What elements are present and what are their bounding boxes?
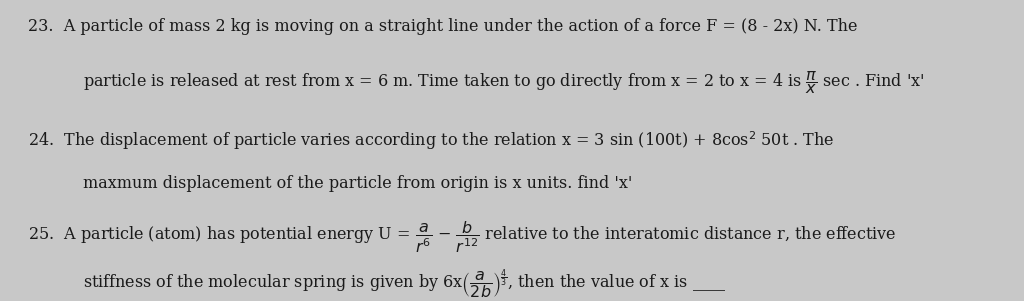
Text: 25.  A particle (atom) has potential energy U = $\dfrac{a}{r^{6}}$ $-$ $\dfrac{b: 25. A particle (atom) has potential ener… — [29, 219, 897, 255]
Text: maxmum displacement of the particle from origin is x units. find 'x': maxmum displacement of the particle from… — [83, 175, 632, 192]
Text: 23.  A particle of mass 2 kg is moving on a straight line under the action of a : 23. A particle of mass 2 kg is moving on… — [29, 18, 858, 35]
Text: particle is released at rest from x = 6 m. Time taken to go directly from x = 2 : particle is released at rest from x = 6 … — [83, 69, 925, 96]
Text: stiffness of the molecular spring is given by 6x$\left(\dfrac{a}{2b}\right)^{\fr: stiffness of the molecular spring is giv… — [83, 267, 726, 301]
Text: 24.  The displacement of particle varies according to the relation x = 3 sin (10: 24. The displacement of particle varies … — [29, 129, 835, 152]
